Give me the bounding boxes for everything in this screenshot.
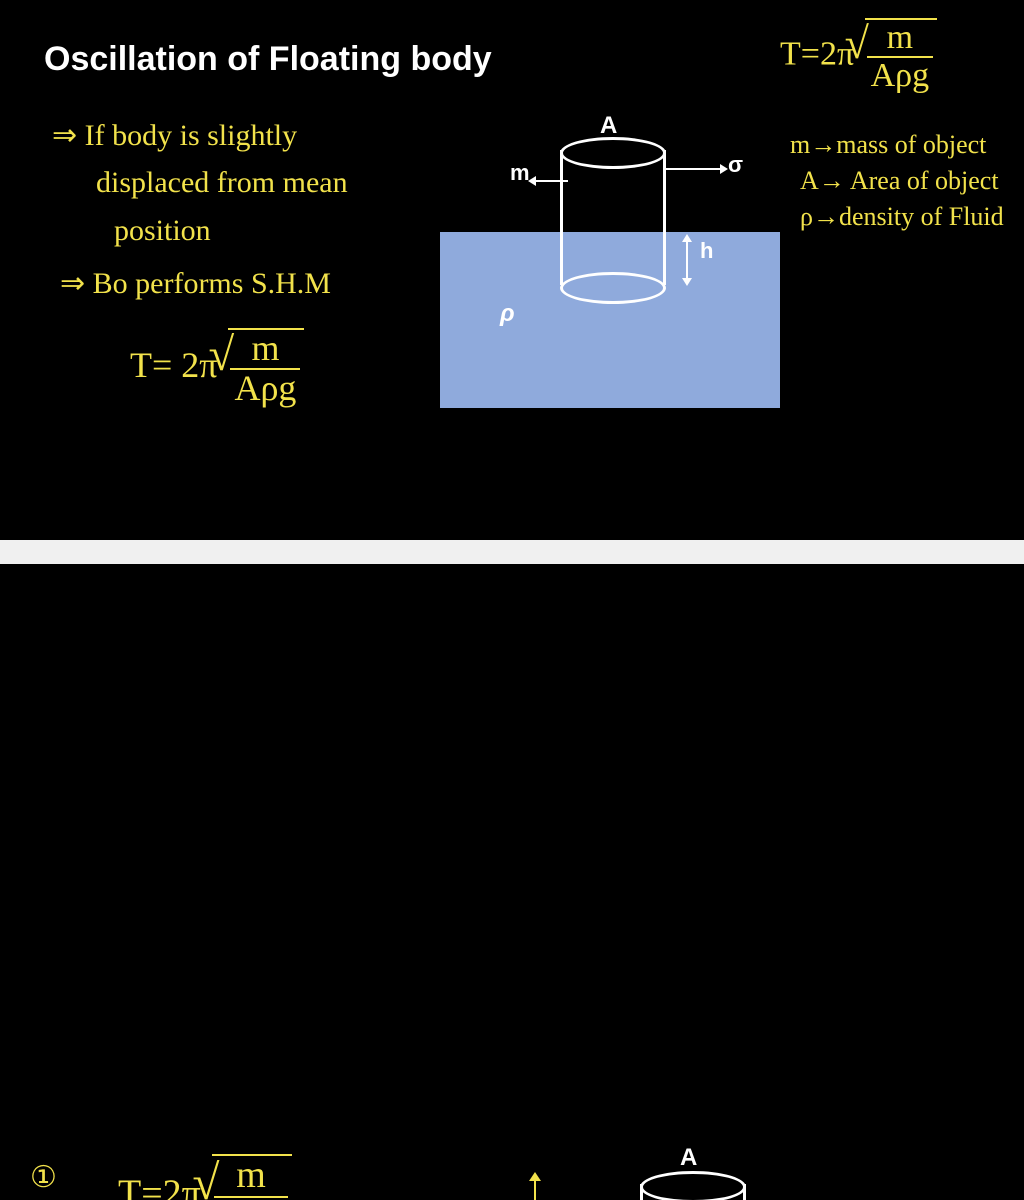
m-arrow: [534, 180, 568, 182]
formula-num: m: [230, 330, 300, 370]
legend-line: ρ→density of Fluid: [800, 202, 1004, 232]
circled-one: ①: [30, 1160, 57, 1195]
formula-prefix: T= 2π: [130, 345, 217, 385]
label-h: h: [700, 238, 713, 264]
sqrt: √ m Aρg: [863, 18, 938, 93]
label-sigma: σ: [728, 152, 743, 178]
sqrt: √ m Aρg: [210, 1154, 291, 1200]
page-title: Oscillation of Floating body: [44, 40, 492, 79]
label-A-2: A: [680, 1144, 697, 1172]
formula-top: T=2π √ m Aρg: [118, 1154, 292, 1200]
label-A: A: [600, 112, 617, 140]
page: Oscillation of Floating body T=2π √ m Aρ…: [0, 0, 1024, 1200]
cylinder-body: [560, 150, 666, 285]
cylinder-bottom-ellipse: [560, 272, 666, 304]
note-line: position: [114, 214, 211, 248]
label-sigma-2: σ: [810, 1192, 825, 1200]
formula-top-right: T=2π √ m Aρg: [780, 18, 937, 93]
panel-divider: [0, 540, 1024, 564]
note-line: displaced from mean: [96, 166, 348, 200]
formula-num: m: [867, 20, 934, 58]
panel-1: Oscillation of Floating body T=2π √ m Aρ…: [0, 0, 1024, 540]
label-m: m: [510, 160, 530, 186]
formula-den: Aρg: [867, 58, 934, 94]
formula-num: m: [214, 1156, 287, 1198]
legend-line: A→ Area of object: [800, 166, 999, 196]
note-line: ⇒ If body is slightly: [52, 118, 297, 153]
sigma-arrow: [664, 168, 722, 170]
l-length-arrow: [534, 1180, 536, 1200]
formula-prefix: T=2π: [780, 35, 854, 72]
sqrt: √ m Aρg: [226, 328, 304, 408]
formula-prefix: T=2π: [118, 1173, 201, 1200]
legend-line: m→mass of object: [790, 130, 986, 160]
label-rho: ρ: [500, 300, 515, 328]
cylinder-top-ellipse-2: [640, 1171, 746, 1200]
note-line: ⇒ Bo performs S.H.M: [60, 266, 331, 301]
formula-body: T= 2π √ m Aρg: [130, 328, 304, 408]
panel-2: ① T=2π √ m Aρg m→ mass of object A → Are…: [0, 564, 1024, 1200]
h-arrow: [686, 240, 688, 280]
cylinder-top-ellipse: [560, 137, 666, 169]
formula-den: Aρg: [230, 370, 300, 408]
